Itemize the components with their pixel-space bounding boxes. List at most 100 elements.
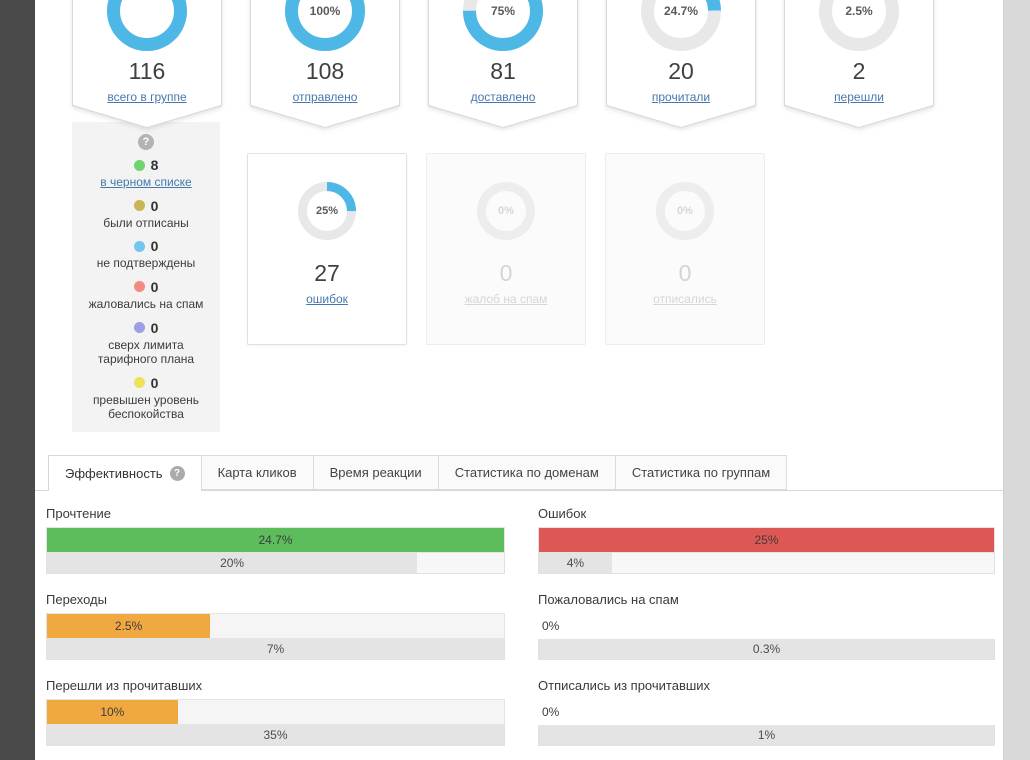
donut-percent: 75% <box>490 4 516 18</box>
funnel-cards-row: 116 всего в группе 100% 108 отправлено <box>72 0 934 128</box>
donut-chart: 0% <box>477 182 535 240</box>
legend-label: превышен уровень беспокойства <box>92 392 200 422</box>
donut-percent <box>107 0 187 51</box>
stat-link-sent[interactable]: отправлено <box>292 90 358 104</box>
app-sidebar-strip <box>0 0 35 760</box>
legend-item-over-limit: 0 сверх лимита тарифного плана <box>80 320 212 367</box>
average-bar: 35% <box>46 725 505 746</box>
metric-unsub-from-read: Отписались из прочитавших 0% 1% <box>538 679 995 746</box>
legend-color-dot <box>133 377 145 389</box>
metric-title: Прочтение <box>46 506 111 521</box>
metrics-right-column: Ошибок 25% 4% Пожаловались на спам 0% <box>538 507 995 760</box>
stats-tab-bar: Эффективность ? Карта кликов Время реакц… <box>35 455 1003 491</box>
metric-clicks: Переходы 2.5% 7% <box>46 593 505 660</box>
average-bar-label: 35% <box>263 728 288 742</box>
stat-card-errors: 25% 27 ошибок <box>247 153 407 345</box>
value-bar-label: 2.5% <box>114 619 143 633</box>
average-bar-label: 20% <box>220 556 245 570</box>
errors-link[interactable]: ошибок <box>306 292 348 306</box>
stat-link-delivered[interactable]: доставлено <box>470 90 536 104</box>
average-bar-label: 0.3% <box>752 642 781 656</box>
legend-value: 0 <box>150 319 159 336</box>
donut-percent: 25% <box>315 205 339 217</box>
legend-color-dot <box>133 159 145 171</box>
tab-efficiency[interactable]: Эффективность ? <box>48 455 202 491</box>
group-legend-panel: ? 8 в черном списке 0 были отписаны 0 <box>72 122 220 432</box>
blacklist-link[interactable]: в черном списке <box>100 175 192 189</box>
value-bar-label: 10% <box>100 705 125 719</box>
value-bar-fill <box>47 528 504 552</box>
legend-color-dot <box>133 281 145 293</box>
legend-item-unconfirmed: 0 не подтверждены <box>80 238 212 271</box>
metric-title: Отписались из прочитавших <box>538 678 711 693</box>
efficiency-metrics: Прочтение 24.7% 20% Переходы 2.5% <box>46 507 995 760</box>
secondary-cards-row: 25% 27 ошибок 0% 0 жалоб на спам 0% 0 <box>247 153 765 345</box>
legend-label: не подтверждены <box>96 256 196 271</box>
legend-item-blacklist: 8 в черном списке <box>80 157 212 190</box>
tab-group-stats[interactable]: Статистика по группам <box>614 455 788 490</box>
stat-value: 116 <box>128 58 166 84</box>
donut-ring <box>477 182 535 245</box>
metric-title: Пожаловались на спам <box>538 592 679 607</box>
spam-label: жалоб на спам <box>464 292 548 306</box>
average-bar: 4% <box>538 553 995 574</box>
card-face: 24.7% 20 прочитали <box>607 0 755 127</box>
donut-ring <box>656 182 714 245</box>
legend-color-dot <box>133 322 145 333</box>
metrics-left-column: Прочтение 24.7% 20% Переходы 2.5% <box>46 507 505 760</box>
value-bar-label: 0% <box>542 705 560 719</box>
average-bar: 1% <box>538 725 995 746</box>
donut-percent: 2.5% <box>845 4 873 18</box>
stat-value: 108 <box>305 58 345 84</box>
metric-clicked-from-read: Перешли из прочитавших 10% 35% <box>46 679 505 746</box>
tab-domain-stats[interactable]: Статистика по доменам <box>437 455 616 490</box>
value-bar-label: 24.7% <box>258 533 293 547</box>
legend-item-anxiety: 0 превышен уровень беспокойства <box>80 375 212 422</box>
help-icon[interactable]: ? <box>138 134 154 150</box>
value-bar: 25% <box>538 527 995 553</box>
stat-value: 2 <box>852 58 866 84</box>
average-bar: 7% <box>46 639 505 660</box>
page-gutter-right <box>1003 0 1030 760</box>
help-icon[interactable]: ? <box>169 466 185 481</box>
card-face: 2.5% 2 перешли <box>785 0 933 127</box>
value-bar-fill <box>47 614 211 638</box>
stat-link-total[interactable]: всего в группе <box>107 90 187 104</box>
metric-title: Переходы <box>46 592 107 607</box>
stat-value: 81 <box>490 58 516 84</box>
legend-value: 0 <box>150 197 159 214</box>
legend-label: были отписаны <box>103 215 189 230</box>
legend-value: 8 <box>150 157 159 173</box>
value-bar: 24.7% <box>46 527 505 553</box>
tab-label: Время реакции <box>329 465 422 480</box>
stat-card-total: 116 всего в группе <box>72 0 222 128</box>
average-bar: 0.3% <box>538 639 995 660</box>
donut-percent: 100% <box>309 4 341 18</box>
metric-spam-complaints: Пожаловались на спам 0% 0.3% <box>538 593 995 660</box>
average-bar-fill <box>47 725 504 745</box>
value-bar-label: 0% <box>542 619 560 633</box>
tab-label: Статистика по группам <box>631 465 771 480</box>
donut-chart: 2.5% <box>819 0 899 51</box>
donut-ring <box>819 0 899 56</box>
legend-color-dot <box>133 240 145 252</box>
stat-link-read[interactable]: прочитали <box>651 90 711 104</box>
stat-link-clicked[interactable]: перешли <box>834 90 884 104</box>
main-content: 116 всего в группе 100% 108 отправлено <box>35 0 1003 760</box>
tab-click-map[interactable]: Карта кликов <box>200 455 314 490</box>
average-bar-label: 1% <box>757 728 776 742</box>
average-bar-label: 7% <box>266 642 285 656</box>
card-face: 116 всего в группе <box>73 0 221 127</box>
donut-ring <box>298 182 356 245</box>
legend-item-spam-complaints: 0 жаловались на спам <box>80 279 212 312</box>
donut-chart <box>107 0 187 51</box>
legend-value: 0 <box>150 374 159 391</box>
tab-reaction-time[interactable]: Время реакции <box>312 455 439 490</box>
legend-item-unsubscribed: 0 были отписаны <box>80 198 212 231</box>
donut-chart: 100% <box>285 0 365 51</box>
stat-card-delivered: 75% 81 доставлено <box>428 0 578 128</box>
stat-card-spam: 0% 0 жалоб на спам <box>426 153 586 345</box>
donut-ring <box>107 0 187 56</box>
value-bar: 10% <box>46 699 505 725</box>
average-bar-fill <box>539 639 994 659</box>
